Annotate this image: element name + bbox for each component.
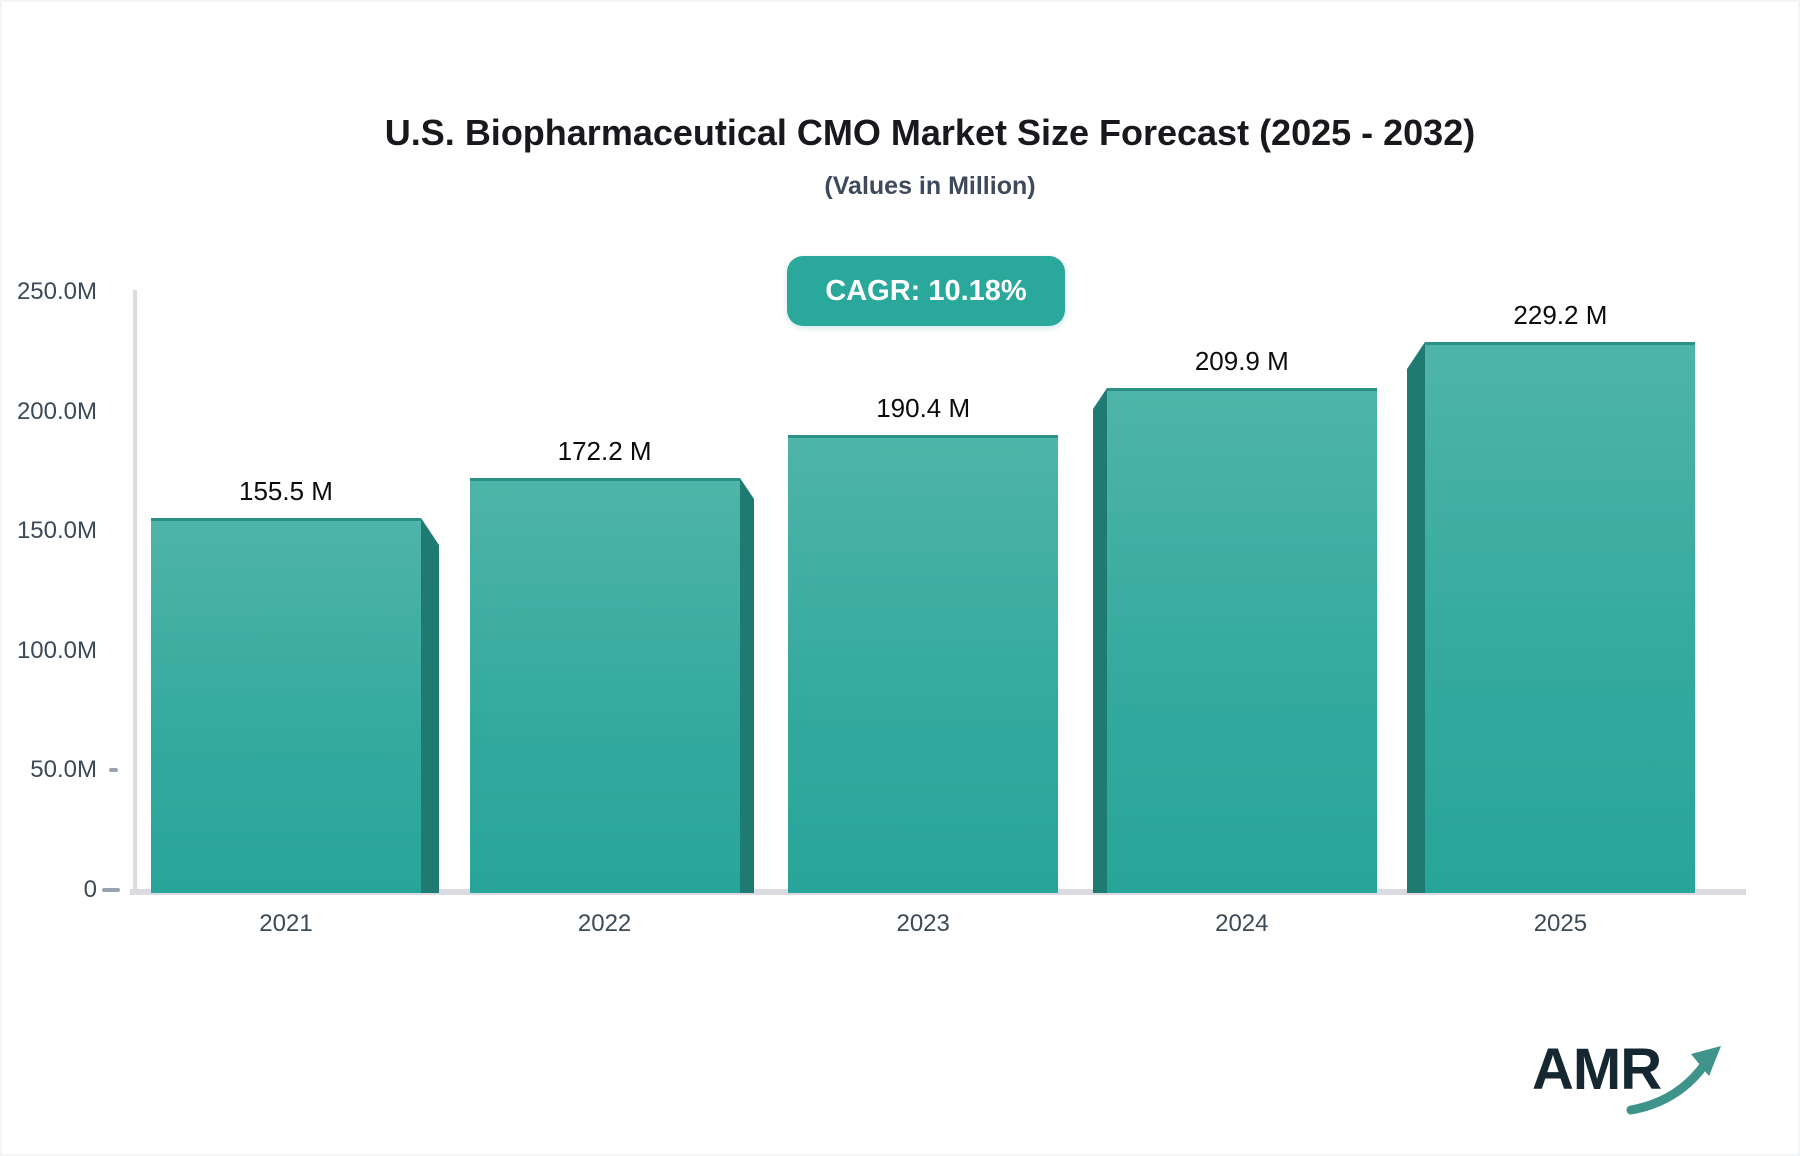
bar-face — [151, 518, 421, 893]
y-axis-label: 250.0M — [16, 278, 97, 305]
x-axis-label: 2023 — [896, 910, 950, 937]
y-axis-label: 150.0M — [16, 517, 97, 545]
cagr-badge-label: CAGR: 10.18% — [825, 274, 1027, 307]
bar-face — [1425, 342, 1695, 893]
amr-logo: AMR — [1522, 1030, 1722, 1120]
chart-subtitle: (Values in Million) — [824, 172, 1036, 200]
x-axis-label: 2022 — [577, 910, 632, 937]
x-axis-label: 2021 — [259, 910, 313, 937]
cagr-badge: CAGR: 10.18% — [787, 256, 1065, 326]
bar-value-label: 209.9 M — [1194, 346, 1289, 376]
amr-logo-text: AMR — [1532, 1037, 1662, 1102]
x-axis-label: 2025 — [1533, 910, 1588, 937]
bar-value-label: 190.4 M — [876, 393, 971, 423]
bar-face — [788, 435, 1058, 893]
bar-side — [1093, 388, 1107, 893]
y-axis-tick — [102, 888, 120, 892]
bar-value-label: 172.2 M — [557, 436, 652, 466]
bar-value-label: 229.2 M — [1513, 300, 1608, 330]
amr-logo-arrow-icon — [1626, 1046, 1721, 1115]
bar-face — [470, 478, 740, 893]
y-axis-label: 0 — [83, 876, 97, 903]
y-axis-label: 50.0M — [30, 756, 97, 784]
bar-value-label: 155.5 M — [239, 476, 333, 506]
bar-side — [421, 518, 439, 893]
bar-side — [1407, 342, 1425, 893]
y-axis-label: 200.0M — [16, 397, 97, 425]
chart-title: U.S. Biopharmaceutical CMO Market Size F… — [384, 112, 1476, 153]
y-axis-tick — [109, 768, 118, 773]
y-axis-label: 100.0M — [16, 636, 97, 664]
y-axis-line — [133, 290, 137, 891]
bar-side — [740, 478, 754, 893]
x-axis-label: 2024 — [1215, 910, 1269, 937]
bar-face — [1107, 388, 1377, 893]
